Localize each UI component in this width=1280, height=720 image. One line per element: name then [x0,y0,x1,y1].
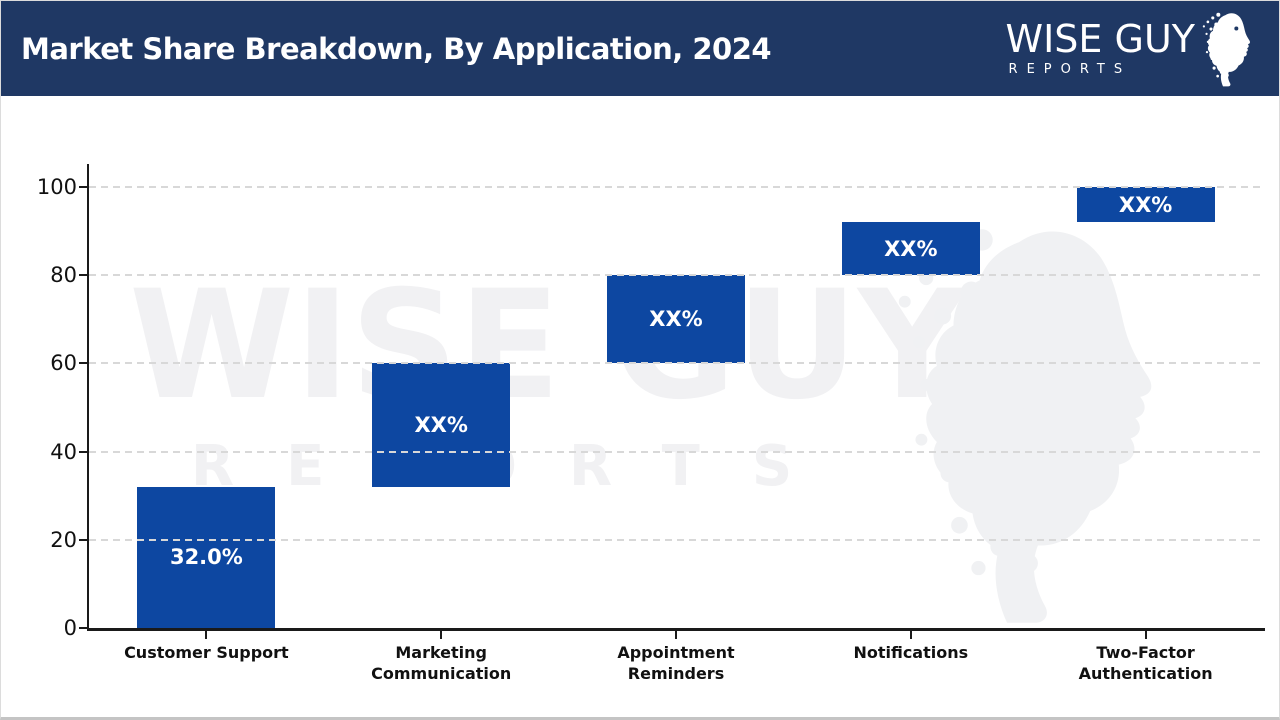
x-tick-label-marketing: Marketing Communication [371,643,512,683]
x-tick-mark-appointment [675,631,677,639]
bar-value-label-marketing: XX% [414,413,468,438]
brand-name: WISE GUY [1005,17,1195,61]
watermark-text-line1: WISE GUY [129,259,967,433]
gridline-20 [89,538,1263,541]
bar-notifications: XX% [841,222,980,276]
x-tick-mark-notifications [909,631,912,639]
y-tick-label-40: 40 [50,439,77,464]
y-tick-mark-0 [79,627,87,629]
y-tick-label-0: 0 [63,616,77,640]
gridline-60 [89,362,1263,365]
y-tick-label-80: 80 [50,263,77,288]
y-tick-mark-40 [79,450,87,453]
bar-value-label-appointment: XX% [649,307,703,332]
bar-two-factor: XX% [1076,187,1215,223]
bar-appointment: XX% [607,275,745,364]
gridline-100 [89,186,1263,188]
x-tick-label-customer-support: Customer Support [124,643,289,662]
bar-value-label-customer-support: 32.0% [169,545,243,570]
x-tick-mark-two-factor [1144,631,1147,639]
y-tick-mark-20 [79,538,87,541]
bar-value-label-notifications: XX% [884,236,938,261]
header-bar: Market Share Breakdown, By Application, … [1,1,1279,96]
gridline-40 [89,450,1263,453]
y-tick-mark-60 [79,362,87,365]
brand-subname: REPORTS [1008,62,1132,77]
bar-value-label-two-factor: XX% [1118,192,1173,217]
y-tick-label-20: 20 [50,527,77,552]
x-axis-line [87,628,1265,631]
watermark-text-line2: REPORTS [191,434,845,499]
brand-text: WISE GUY REPORTS [1006,20,1195,77]
page-title: Market Share Breakdown, By Application, … [21,31,772,66]
y-tick-mark-100 [79,186,87,188]
bar-customer-support: 32.0% [137,486,276,628]
y-tick-label-60: 60 [50,351,77,376]
x-tick-mark-marketing [440,631,443,639]
x-tick-label-appointment: Appointment Reminders [617,643,735,683]
y-tick-label-100: 100 [36,175,77,199]
gridline-80 [89,274,1263,277]
brand-logo: WISE GUY REPORTS [1006,9,1255,89]
bar-marketing: XX% [372,363,511,487]
y-tick-mark-80 [79,274,87,277]
x-tick-mark-customer-support [205,631,208,639]
wiseguy-face-icon [1202,12,1250,86]
x-tick-label-two-factor: Two-Factor Authentication [1078,643,1213,683]
y-axis-spine [87,164,89,630]
x-tick-label-notifications: Notifications [853,643,969,662]
